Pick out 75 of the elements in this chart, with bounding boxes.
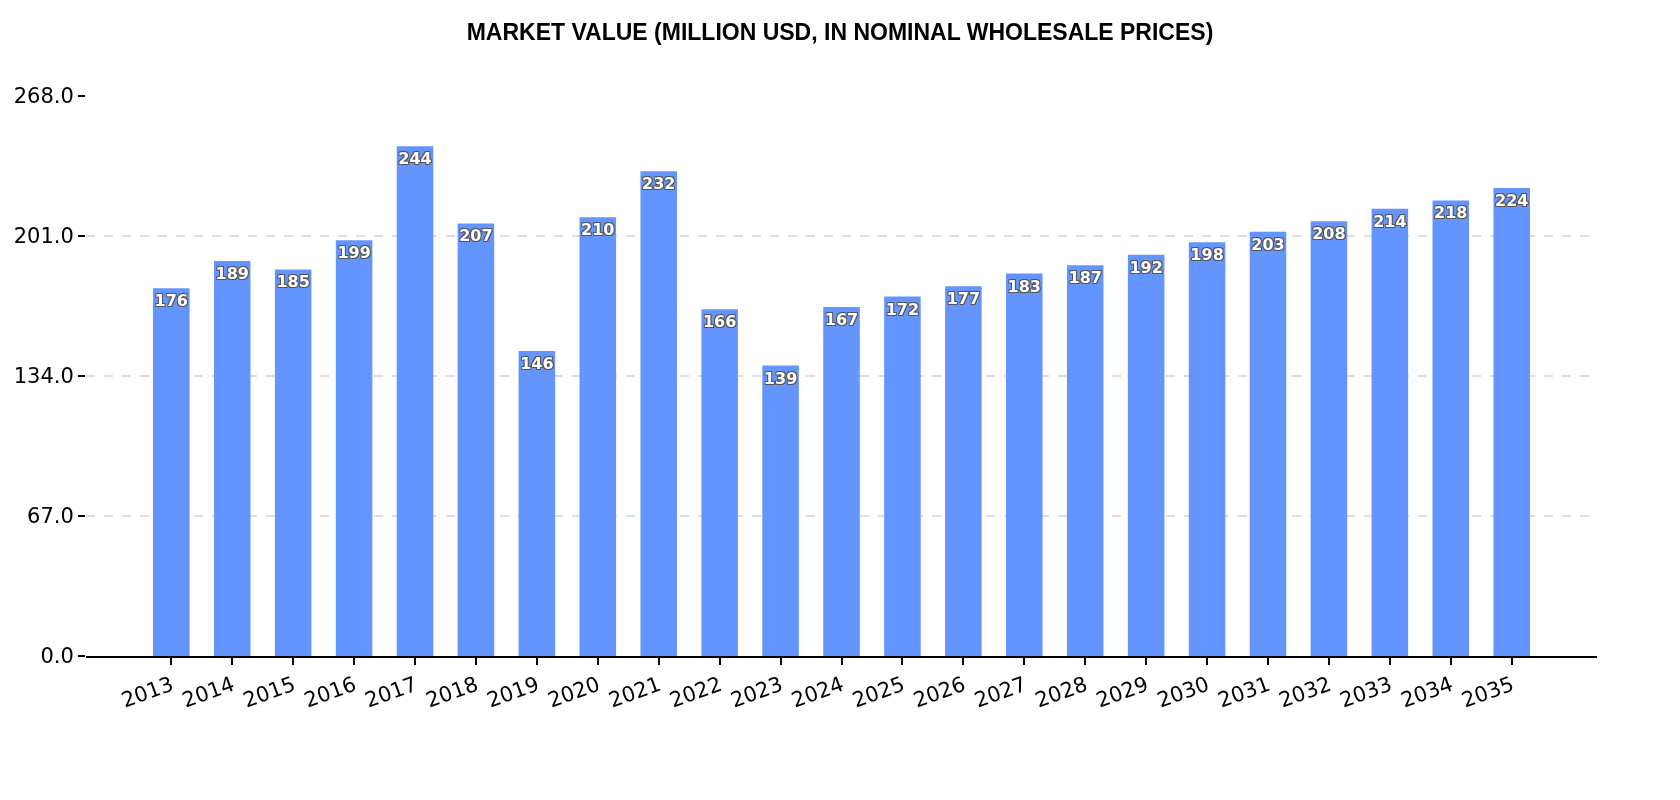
data-label: 146 [520, 353, 554, 373]
bar [1249, 231, 1287, 656]
x-tick-label: 2023 [727, 671, 786, 713]
bar [823, 307, 860, 656]
x-tick-label: 2031 [1214, 671, 1274, 713]
x-tick-label: 2013 [118, 671, 177, 713]
data-label: 203 [1251, 234, 1285, 254]
y-tick-label: 0.0 [40, 644, 74, 669]
data-label: 172 [885, 299, 920, 319]
data-label: 192 [1129, 257, 1163, 277]
data-label: 167 [824, 310, 859, 330]
data-label: 185 [276, 272, 310, 292]
bar [1066, 265, 1104, 656]
bar [701, 309, 738, 656]
x-tick-label: 2029 [1093, 671, 1152, 713]
data-label: 176 [154, 291, 188, 311]
x-tick-label: 2025 [849, 671, 908, 713]
data-label: 183 [1007, 276, 1041, 296]
data-label: 214 [1373, 211, 1407, 231]
x-tick-label: 2017 [361, 671, 421, 713]
bar [213, 261, 251, 656]
bar [396, 146, 434, 656]
data-label: 232 [642, 174, 676, 194]
bar [518, 350, 556, 656]
bar [1127, 254, 1165, 656]
y-tick-label: 268.0 [13, 84, 74, 109]
bar [762, 365, 799, 656]
data-label: 207 [459, 226, 493, 246]
x-tick-label: 2026 [910, 671, 969, 713]
x-tick-label: 2033 [1336, 671, 1396, 713]
bar [153, 288, 190, 656]
bar [1432, 200, 1470, 656]
bar [335, 240, 373, 656]
bar [1493, 187, 1530, 656]
x-tick-label: 2014 [179, 671, 238, 713]
data-label: 198 [1190, 245, 1224, 265]
data-label: 224 [1495, 190, 1529, 210]
data-label: 187 [1068, 268, 1102, 288]
x-tick-label: 2034 [1397, 671, 1457, 713]
x-tick-label: 2032 [1275, 671, 1335, 713]
data-label: 189 [215, 264, 249, 284]
data-label: 208 [1312, 224, 1346, 244]
data-label: 244 [398, 149, 432, 169]
x-tick-label: 2035 [1458, 671, 1517, 713]
data-label: 218 [1434, 203, 1468, 223]
data-label: 177 [946, 289, 981, 309]
x-tick-label: 2020 [544, 671, 604, 713]
chart-title: MARKET VALUE (MILLION USD, IN NOMINAL WHOLESALE PRICES) [466, 19, 1214, 46]
bar [1006, 273, 1043, 656]
data-label: 139 [763, 368, 798, 388]
bar [640, 171, 677, 656]
x-tick-label: 2021 [605, 671, 665, 713]
x-tick-label: 2028 [1032, 671, 1091, 713]
x-tick-label: 2019 [483, 671, 543, 713]
x-tick-label: 2024 [788, 671, 847, 713]
y-tick-label: 134.0 [13, 364, 74, 389]
data-label: 199 [337, 243, 371, 263]
bar [945, 286, 982, 656]
x-tick-label: 2016 [300, 671, 360, 713]
bar [884, 296, 921, 656]
data-label: 166 [702, 312, 737, 332]
bar [274, 269, 312, 656]
x-tick-label: 2022 [666, 671, 725, 713]
y-tick-label: 67.0 [27, 504, 74, 529]
y-tick-label: 201.0 [13, 224, 74, 249]
x-tick-label: 2030 [1153, 671, 1213, 713]
bar [1310, 221, 1348, 656]
data-label: 210 [581, 220, 615, 240]
bar [579, 217, 617, 656]
x-tick-label: 2015 [240, 671, 299, 713]
bar [1188, 242, 1226, 656]
bar [1371, 208, 1409, 656]
x-tick-label: 2018 [422, 671, 482, 713]
x-tick-label: 2027 [971, 671, 1030, 713]
bar [457, 223, 495, 656]
